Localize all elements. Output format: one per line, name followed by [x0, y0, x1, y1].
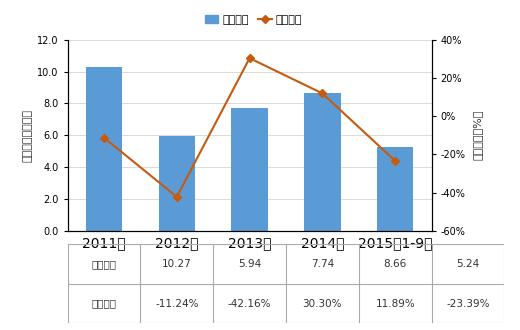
Text: -11.24%: -11.24%: [155, 299, 199, 309]
Text: 10.27: 10.27: [162, 259, 192, 269]
Text: 7.74: 7.74: [311, 259, 334, 269]
Text: 30.30%: 30.30%: [303, 299, 342, 309]
Text: 5.94: 5.94: [238, 259, 261, 269]
Text: 8.66: 8.66: [384, 259, 407, 269]
Y-axis label: 同比增长（%）: 同比增长（%）: [473, 110, 483, 160]
Text: -23.39%: -23.39%: [446, 299, 490, 309]
Bar: [377, 148, 413, 231]
Text: 出口数量: 出口数量: [92, 259, 116, 269]
Bar: [159, 136, 195, 231]
Text: -42.16%: -42.16%: [228, 299, 271, 309]
Bar: [86, 67, 122, 231]
Text: 5.24: 5.24: [457, 259, 479, 269]
Text: 同比增长: 同比增长: [92, 299, 116, 309]
Text: 11.89%: 11.89%: [375, 299, 415, 309]
Bar: [231, 108, 268, 231]
Bar: [304, 93, 341, 231]
Y-axis label: 出口数量（万吨）: 出口数量（万吨）: [23, 109, 33, 162]
Legend: 出口数量, 同比增长: 出口数量, 同比增长: [201, 11, 307, 30]
